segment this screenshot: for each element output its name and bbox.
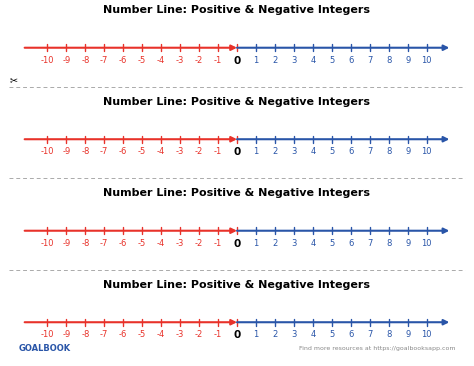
Text: -9: -9 [62, 239, 71, 248]
Text: 10: 10 [421, 330, 432, 339]
Text: 6: 6 [348, 330, 354, 339]
Text: -4: -4 [157, 330, 165, 339]
Text: 9: 9 [405, 147, 410, 156]
Text: 2: 2 [272, 56, 278, 65]
Text: 8: 8 [386, 56, 392, 65]
Text: 4: 4 [310, 239, 316, 248]
Text: 10: 10 [421, 239, 432, 248]
Text: 6: 6 [348, 147, 354, 156]
Text: 3: 3 [291, 147, 297, 156]
Text: 1: 1 [253, 330, 259, 339]
Text: -9: -9 [62, 56, 71, 65]
Text: 9: 9 [405, 330, 410, 339]
Text: Find more resources at https://goalbooksapp.com: Find more resources at https://goalbooks… [299, 346, 455, 351]
Text: -2: -2 [195, 56, 203, 65]
Text: -3: -3 [176, 56, 184, 65]
Text: -6: -6 [119, 239, 128, 248]
Text: 2: 2 [272, 239, 278, 248]
Text: -2: -2 [195, 239, 203, 248]
Text: GOALBOOK: GOALBOOK [19, 344, 71, 353]
Text: -8: -8 [81, 147, 90, 156]
Text: -7: -7 [100, 239, 109, 248]
Text: 8: 8 [386, 239, 392, 248]
Text: -8: -8 [81, 330, 90, 339]
Text: Number Line: Positive & Negative Integers: Number Line: Positive & Negative Integer… [103, 5, 371, 15]
Text: -4: -4 [157, 56, 165, 65]
Text: 8: 8 [386, 330, 392, 339]
Text: -10: -10 [41, 239, 54, 248]
Text: Number Line: Positive & Negative Integers: Number Line: Positive & Negative Integer… [103, 188, 371, 198]
Text: -8: -8 [81, 239, 90, 248]
Text: 8: 8 [386, 147, 392, 156]
Text: -2: -2 [195, 147, 203, 156]
Text: -1: -1 [214, 147, 222, 156]
Text: -2: -2 [195, 330, 203, 339]
Text: 6: 6 [348, 239, 354, 248]
Text: 5: 5 [329, 239, 335, 248]
Text: -6: -6 [119, 56, 128, 65]
Text: Number Line: Positive & Negative Integers: Number Line: Positive & Negative Integer… [103, 280, 371, 290]
Text: 7: 7 [367, 147, 373, 156]
Text: 5: 5 [329, 147, 335, 156]
Text: -10: -10 [41, 147, 54, 156]
Text: -5: -5 [138, 239, 146, 248]
Text: 10: 10 [421, 56, 432, 65]
Text: -7: -7 [100, 56, 109, 65]
Text: Number Line: Positive & Negative Integers: Number Line: Positive & Negative Integer… [103, 97, 371, 107]
Text: -10: -10 [41, 330, 54, 339]
Text: -3: -3 [176, 147, 184, 156]
Text: -9: -9 [62, 147, 71, 156]
Text: 2: 2 [272, 147, 278, 156]
Text: 1: 1 [253, 239, 259, 248]
Text: 7: 7 [367, 56, 373, 65]
Text: -5: -5 [138, 330, 146, 339]
Text: 2: 2 [272, 330, 278, 339]
Text: 0: 0 [233, 147, 241, 157]
Text: 7: 7 [367, 330, 373, 339]
Text: -7: -7 [100, 147, 109, 156]
Text: 3: 3 [291, 56, 297, 65]
Text: -1: -1 [214, 330, 222, 339]
Text: -6: -6 [119, 330, 128, 339]
Text: 9: 9 [405, 239, 410, 248]
Text: -7: -7 [100, 330, 109, 339]
Text: 0: 0 [233, 56, 241, 66]
Text: 7: 7 [367, 239, 373, 248]
Text: -1: -1 [214, 239, 222, 248]
Text: 0: 0 [233, 239, 241, 249]
Text: 1: 1 [253, 147, 259, 156]
Text: -3: -3 [176, 239, 184, 248]
Text: 4: 4 [310, 56, 316, 65]
Text: -1: -1 [214, 56, 222, 65]
Text: 10: 10 [421, 147, 432, 156]
Text: -3: -3 [176, 330, 184, 339]
Text: ✂: ✂ [9, 75, 18, 85]
Text: -4: -4 [157, 239, 165, 248]
Text: 3: 3 [291, 239, 297, 248]
Text: 5: 5 [329, 56, 335, 65]
Text: -5: -5 [138, 147, 146, 156]
Text: 0: 0 [233, 330, 241, 340]
Text: 1: 1 [253, 56, 259, 65]
Text: 3: 3 [291, 330, 297, 339]
Text: -6: -6 [119, 147, 128, 156]
Text: -8: -8 [81, 56, 90, 65]
Text: 9: 9 [405, 56, 410, 65]
Text: -10: -10 [41, 56, 54, 65]
Text: -9: -9 [62, 330, 71, 339]
Text: 5: 5 [329, 330, 335, 339]
Text: 4: 4 [310, 147, 316, 156]
Text: 4: 4 [310, 330, 316, 339]
Text: -5: -5 [138, 56, 146, 65]
Text: -4: -4 [157, 147, 165, 156]
Text: 6: 6 [348, 56, 354, 65]
